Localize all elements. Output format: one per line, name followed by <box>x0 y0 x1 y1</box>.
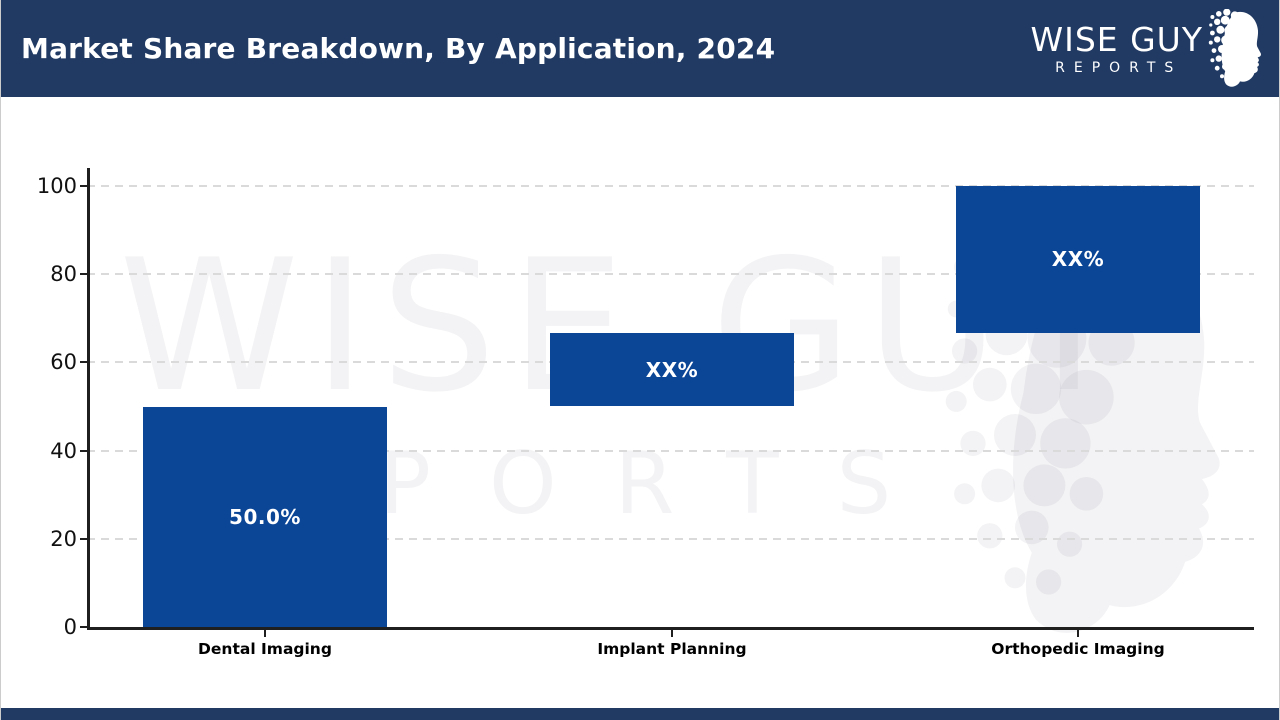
y-tick-label-20: 20 <box>50 526 77 551</box>
bar-orthopedic-imaging: XX% <box>956 186 1200 333</box>
bar-value-label: 50.0% <box>229 504 301 529</box>
header-band: Market Share Breakdown, By Application, … <box>1 0 1279 97</box>
wiseguy-logo-text: WISE GUY REPORTS <box>1030 23 1203 75</box>
x-category-label-1: Implant Planning <box>597 640 747 658</box>
y-tick-mark-60 <box>80 361 87 364</box>
x-tick-mark-2 <box>1077 630 1079 637</box>
y-tick-mark-20 <box>80 537 87 540</box>
x-category-label-0: Dental Imaging <box>198 640 332 658</box>
y-tick-label-100: 100 <box>36 174 77 198</box>
y-tick-label-80: 80 <box>50 262 77 287</box>
wiseguy-head-icon <box>1205 9 1263 89</box>
y-tick-mark-100 <box>80 185 87 187</box>
gridline-80 <box>87 273 1254 276</box>
x-tick-mark-1 <box>671 630 673 637</box>
y-tick-label-60: 60 <box>50 350 77 375</box>
x-axis-line <box>87 627 1254 630</box>
bar-dental-imaging: 50.0% <box>143 406 387 627</box>
y-tick-mark-40 <box>80 449 87 452</box>
x-category-label-2: Orthopedic Imaging <box>991 640 1165 658</box>
gridline-40 <box>87 449 1254 452</box>
gridline-20 <box>87 537 1254 540</box>
y-tick-label-0: 0 <box>63 615 77 639</box>
y-tick-mark-80 <box>80 273 87 276</box>
bar-value-label: XX% <box>645 357 699 382</box>
footer-band <box>1 708 1279 720</box>
bar-value-label: XX% <box>1051 247 1105 272</box>
bar-implant-planning: XX% <box>550 332 794 407</box>
logo-brand-name: WISE GUY <box>1030 19 1203 59</box>
y-axis-line <box>87 168 90 630</box>
chart-title: Market Share Breakdown, By Application, … <box>21 32 776 65</box>
x-tick-mark-0 <box>264 630 266 637</box>
wiseguy-logo: WISE GUY REPORTS <box>1030 9 1263 89</box>
y-tick-mark-0 <box>80 626 87 628</box>
gridline-100 <box>87 185 1254 187</box>
logo-brand-subtitle: REPORTS <box>1055 59 1183 76</box>
y-tick-label-40: 40 <box>50 438 77 463</box>
